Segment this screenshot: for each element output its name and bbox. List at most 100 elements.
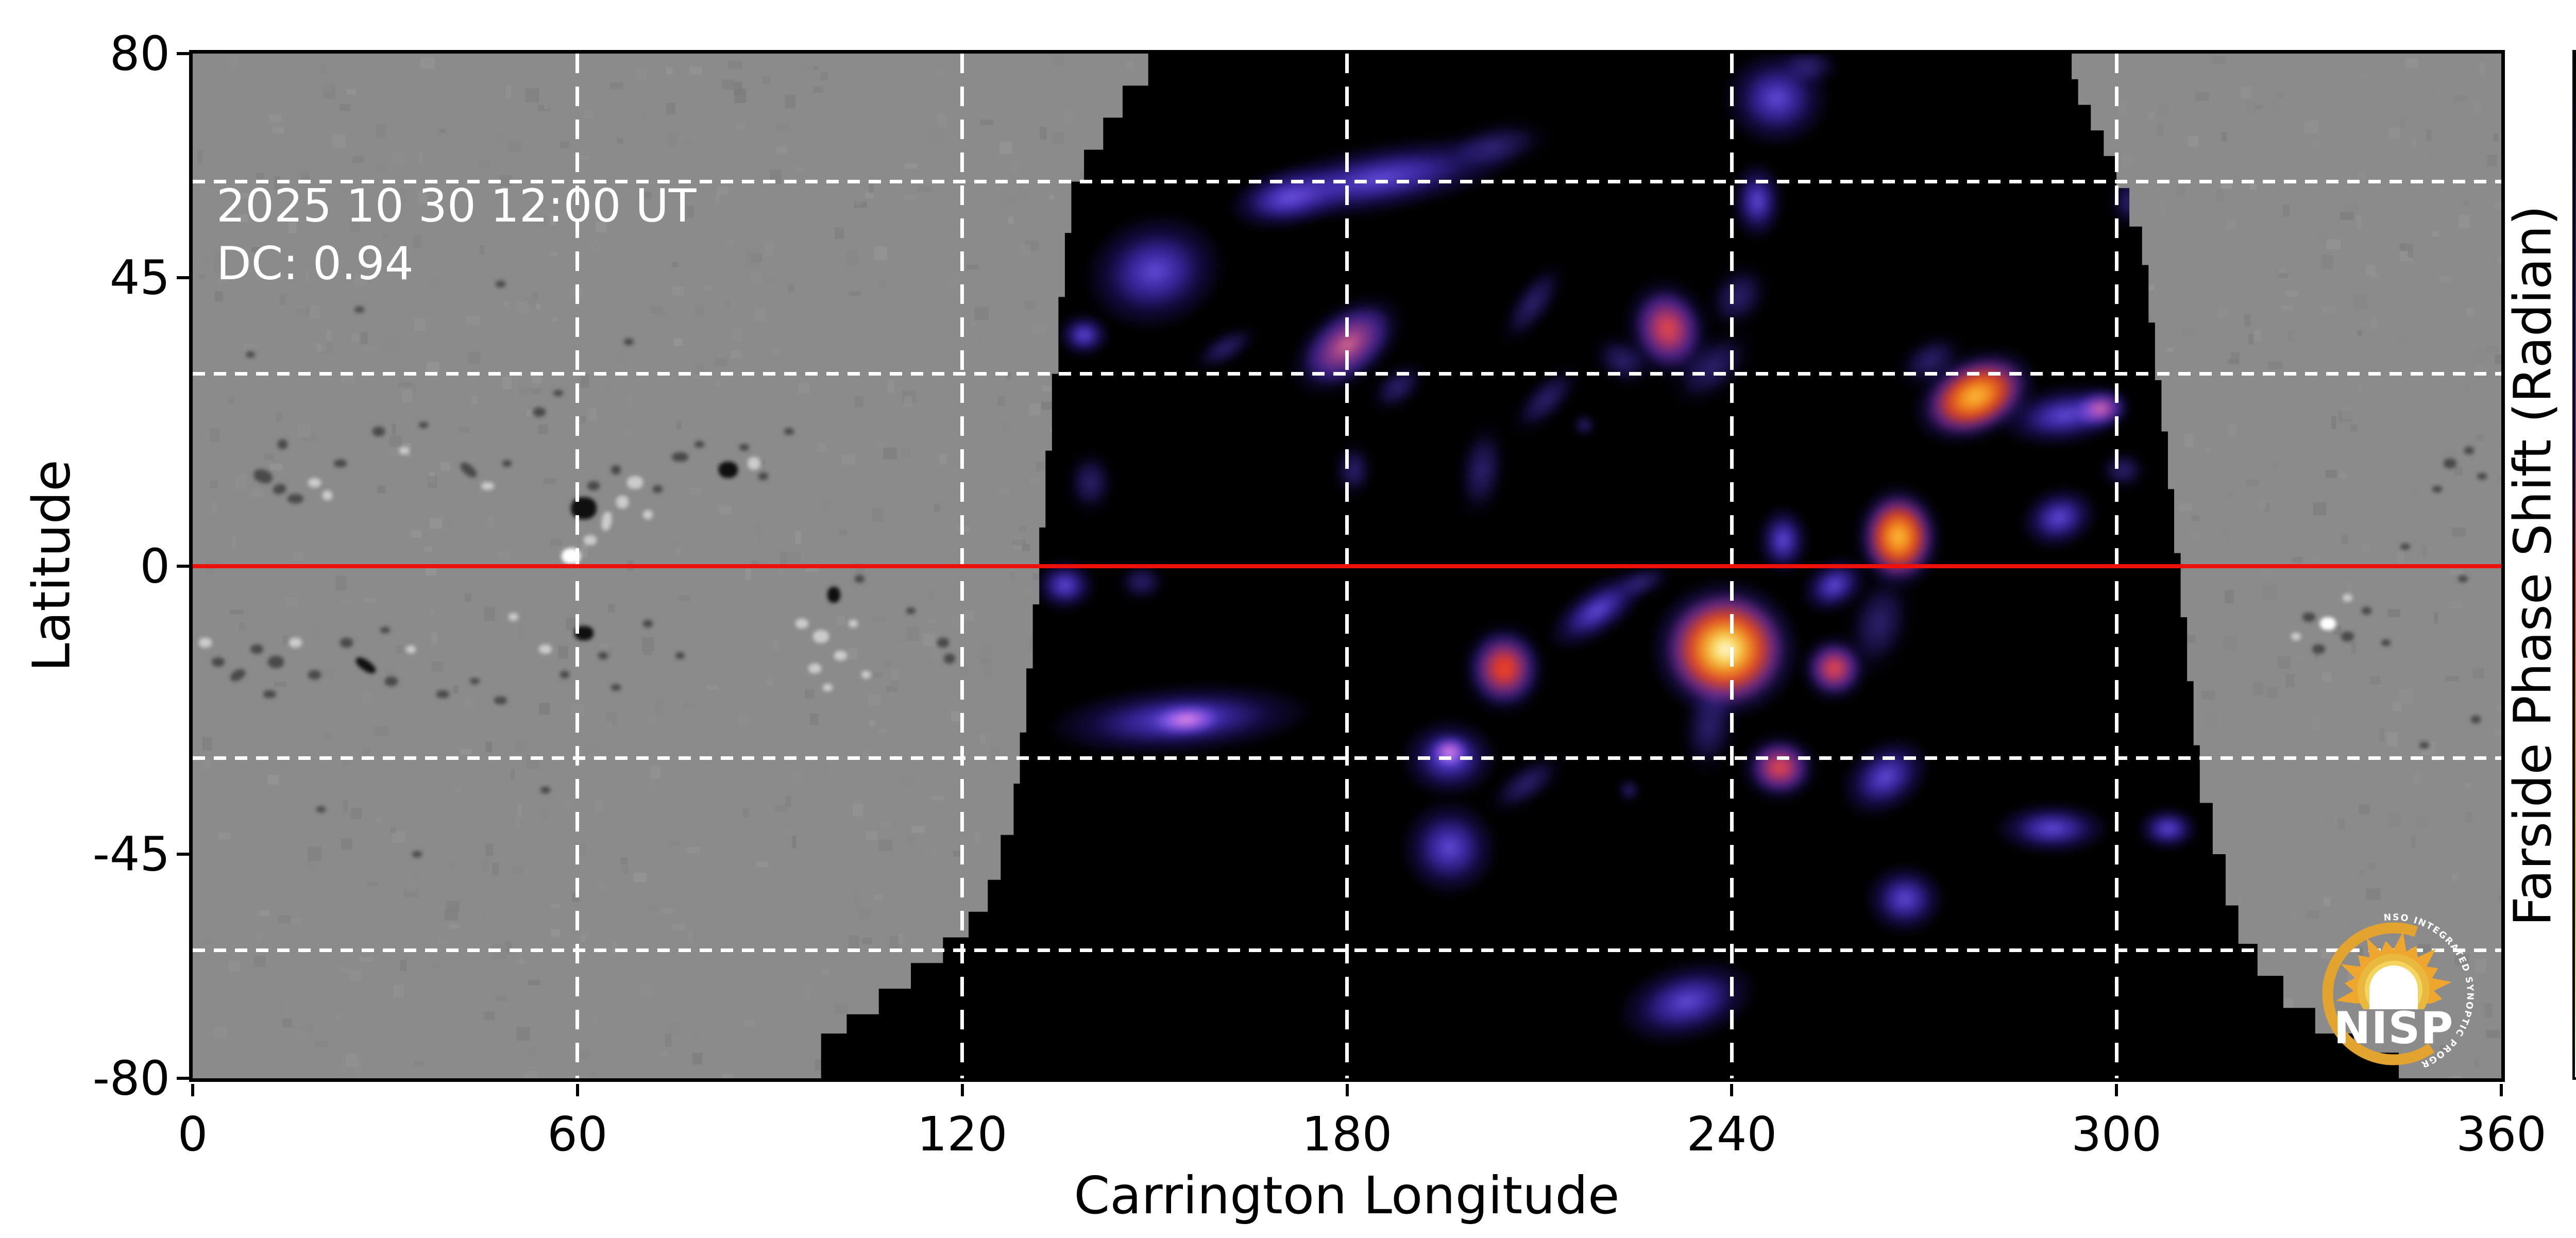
active-region-speckle [718, 462, 738, 478]
y-tick-mark [177, 1077, 189, 1080]
x-tick-mark [2115, 1084, 2119, 1096]
sun-arch-icon [2369, 965, 2418, 1009]
active-region-speckle [624, 338, 634, 345]
active-region-speckle [653, 485, 663, 493]
y-tick-label: -80 [92, 1050, 170, 1106]
active-region-speckle [758, 472, 769, 480]
active-region-speckle [250, 644, 263, 654]
active-region-speckle [340, 638, 353, 648]
farside-source-blob [1864, 863, 1945, 935]
equator-line [193, 564, 2501, 568]
active-region-speckle [263, 690, 276, 698]
active-region-speckle [2458, 575, 2468, 582]
active-region-speckle [212, 657, 225, 667]
active-region-speckle [2419, 742, 2429, 749]
y-tick-mark [177, 852, 189, 856]
x-tick-mark [1730, 1084, 1734, 1096]
y-axis-label: Latitude [21, 460, 82, 672]
active-region-speckle [2443, 459, 2456, 468]
active-region-speckle [675, 652, 685, 659]
active-region-speckle [2312, 644, 2325, 654]
active-region-speckle [289, 638, 302, 648]
y-tick-mark [177, 564, 189, 568]
active-region-speckle [906, 607, 916, 614]
active-region-speckle [277, 439, 287, 449]
active-region-speckle [611, 465, 621, 475]
colorbar-phase-label: Farside Phase Shift (Radian) [2502, 205, 2563, 926]
active-region-speckle [822, 684, 833, 692]
x-tick-label: 360 [2456, 1107, 2547, 1162]
farside-source-blob [1730, 160, 1785, 242]
x-tick-label: 60 [547, 1107, 608, 1162]
y-tick-label: -45 [92, 826, 170, 882]
x-tick-label: 300 [2071, 1107, 2162, 1162]
farside-source-blob [1772, 54, 1845, 89]
active-region-speckle [560, 671, 570, 679]
frontside-active-regions-layer [193, 54, 2501, 1078]
active-region-speckle [2342, 594, 2352, 602]
active-region-speckle [2291, 632, 2301, 640]
active-region-speckle [199, 638, 212, 648]
active-region-speckle [739, 444, 749, 451]
active-region-speckle [245, 351, 256, 358]
active-region-speckle [333, 460, 347, 468]
horizontal-gridline [193, 756, 2501, 760]
active-region-speckle [861, 671, 871, 679]
farside-source-blob [1616, 776, 1643, 804]
duty-cycle-label: DC: 0.94 [216, 237, 414, 290]
farside-source-blob [2096, 447, 2150, 493]
active-region-speckle [598, 652, 608, 659]
active-region-speckle [672, 452, 688, 462]
plot-area: NISP NSO INTEGRATED SYNOPTIC PROGRAM 202… [189, 50, 2505, 1082]
active-region-speckle [380, 626, 390, 634]
active-region-speckle [784, 428, 794, 435]
y-tick-mark [177, 52, 189, 55]
active-region-speckle [308, 670, 321, 680]
active-region-speckle [502, 460, 512, 467]
active-region-speckle [834, 651, 847, 660]
active-region-speckle [587, 481, 600, 491]
horizontal-gridline [193, 948, 2501, 952]
active-region-speckle [532, 407, 546, 417]
active-region-speckle [418, 421, 429, 429]
active-region-speckle [571, 497, 597, 520]
active-region-speckle [2341, 631, 2354, 641]
active-region-speckle [2464, 447, 2475, 455]
nisp-logo: NISP NSO INTEGRATED SYNOPTIC PROGRAM [2311, 911, 2474, 1070]
x-tick-mark [575, 1084, 579, 1096]
farside-source-blob [1400, 798, 1499, 897]
horizontal-gridline [193, 372, 2501, 376]
y-tick-label: 80 [109, 26, 170, 81]
farside-source-blob [1739, 732, 1821, 804]
x-tick-label: 120 [917, 1107, 1008, 1162]
active-region-speckle [2362, 607, 2371, 615]
active-region-speckle [436, 690, 449, 698]
x-axis-label: Carrington Longitude [1074, 1165, 1620, 1226]
farside-source-blob [1994, 801, 2111, 856]
timestamp-label: 2025 10 30 12:00 UT [216, 179, 697, 232]
active-region-speckle [2432, 486, 2442, 493]
active-region-speckle [943, 654, 955, 664]
active-region-speckle [399, 447, 410, 455]
active-region-speckle [795, 619, 808, 629]
logo-acronym: NISP [2334, 1003, 2454, 1054]
active-region-speckle [643, 619, 653, 628]
farside-source-blob [1427, 734, 1472, 770]
active-region-speckle [2302, 612, 2316, 622]
active-region-speckle [494, 697, 507, 704]
x-tick-label: 0 [177, 1107, 208, 1162]
active-region-speckle [827, 586, 841, 603]
active-region-speckle [616, 495, 629, 508]
active-region-speckle [584, 535, 597, 546]
active-region-speckle [694, 441, 704, 448]
farside-source-blob [2136, 806, 2199, 851]
active-region-speckle [813, 630, 829, 643]
farside-source-blob [1063, 447, 1117, 519]
farside-source-blob [1331, 438, 1376, 501]
active-region-speckle [481, 482, 495, 490]
active-region-speckle [2320, 617, 2336, 630]
x-tick-mark [2500, 1084, 2503, 1096]
active-region-speckle [2470, 716, 2481, 724]
active-region-speckle [412, 851, 422, 858]
